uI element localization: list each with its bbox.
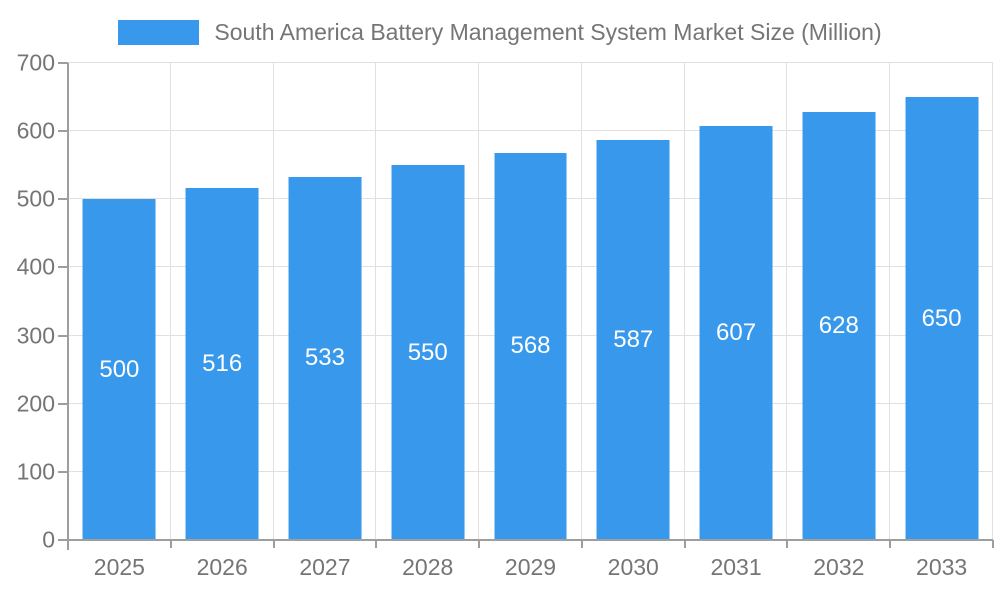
bar[interactable]: 533 — [288, 176, 362, 540]
x-axis-tick — [375, 540, 378, 548]
x-tick-label: 2029 — [504, 554, 557, 580]
bar-value-label: 568 — [510, 332, 551, 360]
y-tick-label: 600 — [16, 117, 55, 144]
y-axis-tick — [58, 539, 68, 541]
y-tick-label: 200 — [16, 390, 55, 417]
y-tick-label: 0 — [42, 526, 55, 553]
x-tick-label: 2027 — [299, 554, 351, 580]
grid-line-vertical — [683, 63, 685, 540]
x-tick-label: 2026 — [196, 554, 248, 580]
y-axis-line — [67, 63, 69, 550]
legend-label: South America Battery Management System … — [214, 19, 882, 45]
x-axis-tick — [683, 540, 686, 548]
grid-line-vertical — [375, 63, 377, 540]
x-axis-tick — [580, 540, 583, 548]
x-axis-tick — [478, 540, 481, 548]
grid-line-horizontal — [68, 62, 993, 63]
grid-line-vertical — [478, 63, 480, 540]
x-axis-tick — [272, 540, 275, 548]
legend: South America Battery Management System … — [0, 19, 1000, 46]
y-tick-label: 400 — [16, 253, 55, 280]
y-axis-tick — [58, 130, 68, 133]
bar-value-label: 628 — [818, 312, 859, 340]
grid-line-vertical — [992, 63, 993, 540]
legend-swatch — [118, 20, 200, 45]
bar[interactable]: 516 — [185, 188, 259, 540]
x-axis-baseline — [68, 539, 993, 541]
x-axis-tick — [786, 540, 789, 548]
y-axis-tick — [58, 402, 68, 405]
bar-value-label: 533 — [304, 344, 345, 372]
x-tick-label: 2028 — [402, 554, 454, 580]
plot-area: 0 100 200 300 400 500 600 700 500 2025 516 2026 533 2… — [17, 51, 994, 579]
bar-value-label: 516 — [202, 350, 243, 378]
x-axis-tick — [889, 540, 892, 548]
y-axis-tick — [58, 266, 68, 269]
bar-value-label: 650 — [921, 304, 962, 332]
bar[interactable]: 550 — [391, 165, 465, 540]
bar[interactable]: 607 — [699, 126, 773, 540]
x-tick-label: 2033 — [916, 554, 968, 580]
bar[interactable]: 500 — [82, 199, 156, 540]
y-tick-label: 500 — [16, 185, 55, 212]
y-tick-label: 700 — [16, 49, 55, 76]
bar-value-label: 587 — [613, 326, 654, 353]
grid-line-horizontal — [68, 130, 993, 132]
grid-line-vertical — [169, 63, 171, 540]
grid-line-vertical — [580, 63, 582, 540]
x-tick-label: 2030 — [607, 554, 659, 580]
x-tick-label: 2031 — [710, 554, 762, 580]
x-axis-tick — [992, 540, 994, 548]
y-tick-label: 100 — [16, 458, 55, 485]
bar[interactable]: 568 — [494, 152, 567, 540]
x-axis-tick — [169, 540, 172, 548]
grid-line-vertical — [889, 63, 891, 540]
bar-value-label: 607 — [716, 319, 757, 347]
grid-line-vertical — [786, 63, 788, 540]
bar-value-label: 500 — [99, 355, 140, 383]
y-tick-label: 300 — [16, 322, 55, 349]
y-axis-tick — [58, 198, 68, 201]
x-tick-label: 2032 — [813, 554, 865, 580]
bar[interactable]: 587 — [596, 140, 670, 540]
x-tick-label: 2025 — [93, 554, 145, 580]
grid-line-vertical — [272, 63, 274, 540]
bar-value-label: 550 — [407, 338, 448, 366]
y-axis-tick — [58, 334, 68, 337]
y-axis-tick — [58, 62, 68, 64]
bar[interactable]: 650 — [905, 97, 979, 540]
y-axis-tick — [58, 470, 68, 473]
bar[interactable]: 628 — [802, 112, 876, 540]
